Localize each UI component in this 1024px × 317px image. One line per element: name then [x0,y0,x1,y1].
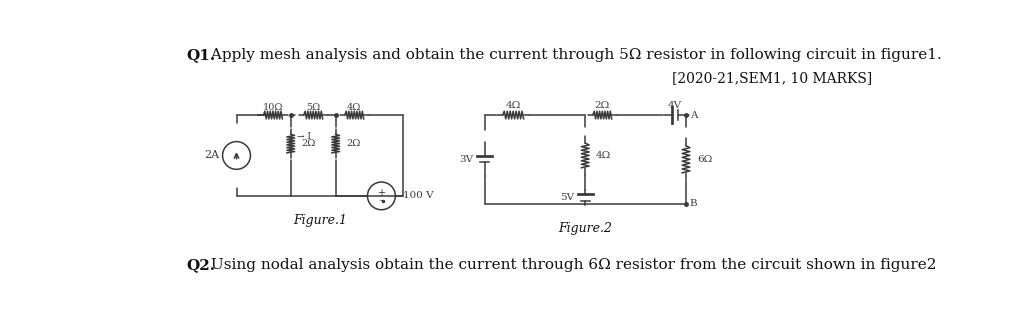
Text: Q2.: Q2. [186,258,215,272]
Text: A: A [690,111,697,120]
Text: 5Ω: 5Ω [306,103,321,112]
Text: 2Ω: 2Ω [346,139,360,148]
Text: → I: → I [297,132,311,141]
Text: 6Ω: 6Ω [697,155,712,164]
Text: [2020-21,SEM1, 10 MARKS]: [2020-21,SEM1, 10 MARKS] [672,71,872,85]
Text: Apply mesh analysis and obtain the current through 5Ω resistor in following circ: Apply mesh analysis and obtain the curre… [206,48,941,62]
Text: 4Ω: 4Ω [506,101,521,110]
Text: 100 V: 100 V [403,191,434,200]
Text: Figure.1: Figure.1 [293,214,347,227]
Text: 2Ω: 2Ω [302,139,316,148]
Text: 5V: 5V [560,193,574,202]
Text: -: - [380,196,383,205]
Text: Figure.2: Figure.2 [558,222,612,235]
Text: Q1.: Q1. [186,48,215,62]
Text: B: B [690,199,697,208]
Text: 4Ω: 4Ω [347,103,361,112]
Text: 2A: 2A [205,151,219,160]
Text: 10Ω: 10Ω [263,103,284,112]
Text: 3V: 3V [460,155,474,164]
Text: +: + [378,188,385,198]
Text: 2Ω: 2Ω [595,101,610,110]
Text: Using nodal analysis obtain the current through 6Ω resistor from the circuit sho: Using nodal analysis obtain the current … [206,258,936,272]
Text: 4V: 4V [668,100,682,110]
Text: 4Ω: 4Ω [596,151,611,160]
